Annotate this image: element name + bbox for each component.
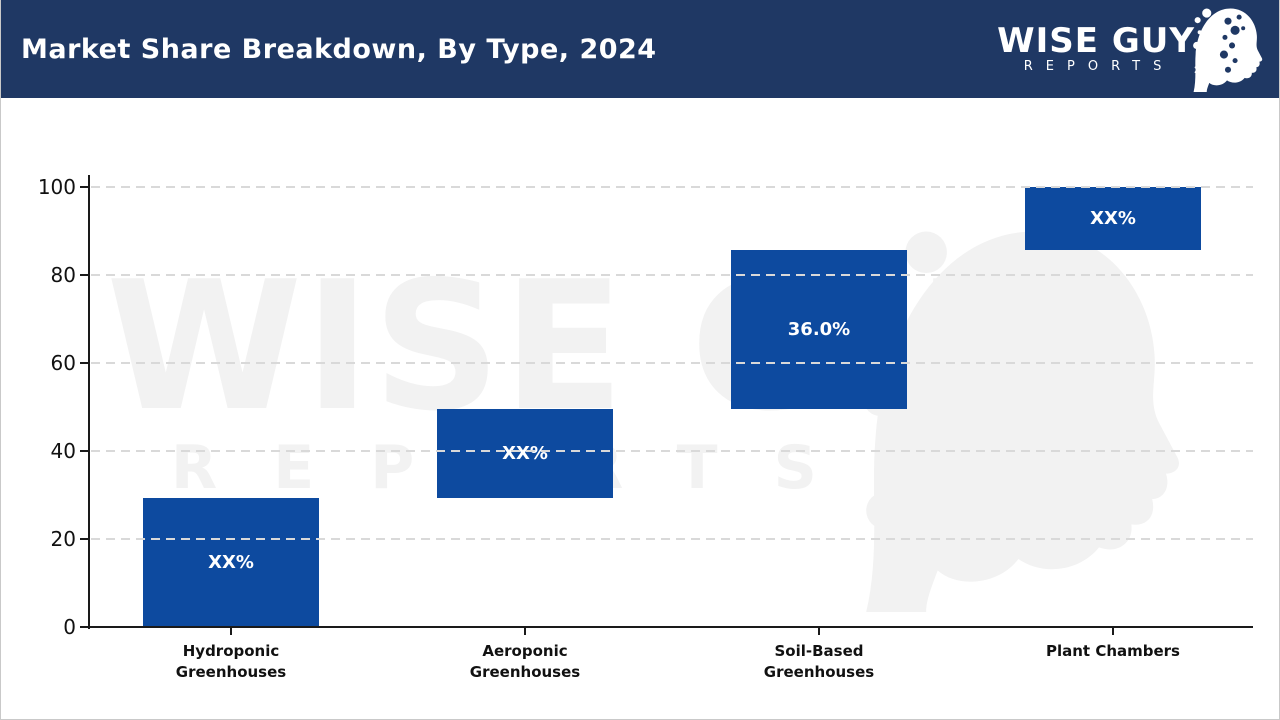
x-category-label-line: Greenhouses: [469, 663, 581, 681]
bar-3: 36.0%: [731, 250, 907, 409]
x-tick-2: [524, 628, 526, 635]
bar-value-label: 36.0%: [787, 319, 851, 341]
y-tick-label-60: 60: [50, 351, 76, 375]
x-category-label-line: Plant Chambers: [1045, 642, 1180, 660]
bar-2: XX%: [437, 408, 613, 499]
x-axis-line: [88, 626, 1253, 628]
gridline-40: [91, 450, 1253, 452]
bar-value-label: XX%: [1090, 208, 1136, 230]
gridline-60: [91, 362, 1253, 364]
y-tick-100: [80, 186, 88, 188]
page-title: Market Share Breakdown, By Type, 2024: [21, 33, 657, 65]
gridline-80: [91, 274, 1253, 276]
chart-plot-area: XX% XX% 36.0% XX% 0 20 40 60 80 100 Hydroponic Gree…: [1, 98, 1279, 719]
logo-text: WISE GUY REPORTS: [997, 21, 1195, 74]
x-category-label-2: Aeroponic Greenhouses: [394, 641, 656, 683]
logo-subtitle: REPORTS: [1023, 58, 1175, 74]
x-category-label-line: Aeroponic: [482, 642, 568, 660]
watermark-head-graphic: [863, 231, 1179, 612]
x-tick-4: [1112, 628, 1114, 635]
x-category-label-4: Plant Chambers: [982, 641, 1244, 662]
gridline-100: [91, 186, 1253, 188]
x-category-label-line: Soil-Based: [774, 642, 864, 660]
x-category-label-line: Hydroponic: [182, 642, 280, 660]
y-tick-0: [80, 626, 88, 628]
y-tick-label-20: 20: [50, 527, 76, 551]
bar-value-label: XX%: [208, 552, 254, 574]
bar-1: XX%: [143, 498, 319, 627]
y-tick-80: [80, 274, 88, 276]
gridline-20: [91, 538, 1253, 540]
bar-value-label: XX%: [502, 442, 548, 464]
bar-4: XX%: [1025, 187, 1201, 251]
y-tick-label-40: 40: [50, 439, 76, 463]
x-category-label-1: Hydroponic Greenhouses: [100, 641, 362, 683]
x-category-label-line: Greenhouses: [763, 663, 875, 681]
y-axis-line: [88, 175, 90, 629]
y-tick-label-100: 100: [37, 175, 76, 199]
y-tick-label-80: 80: [50, 263, 76, 287]
wise-guy-reports-logo: WISE GUY REPORTS: [997, 6, 1267, 92]
x-category-label-3: Soil-Based Greenhouses: [688, 641, 950, 683]
y-tick-40: [80, 450, 88, 452]
logo-head-icon: [1189, 8, 1263, 92]
y-tick-20: [80, 538, 88, 540]
y-tick-60: [80, 362, 88, 364]
logo-wordmark: WISE GUY: [997, 21, 1195, 61]
x-category-label-line: Greenhouses: [175, 663, 287, 681]
x-tick-3: [818, 628, 820, 635]
header-bar: Market Share Breakdown, By Type, 2024 WI…: [1, 0, 1279, 98]
y-tick-label-0: 0: [63, 615, 76, 639]
x-tick-1: [230, 628, 232, 635]
